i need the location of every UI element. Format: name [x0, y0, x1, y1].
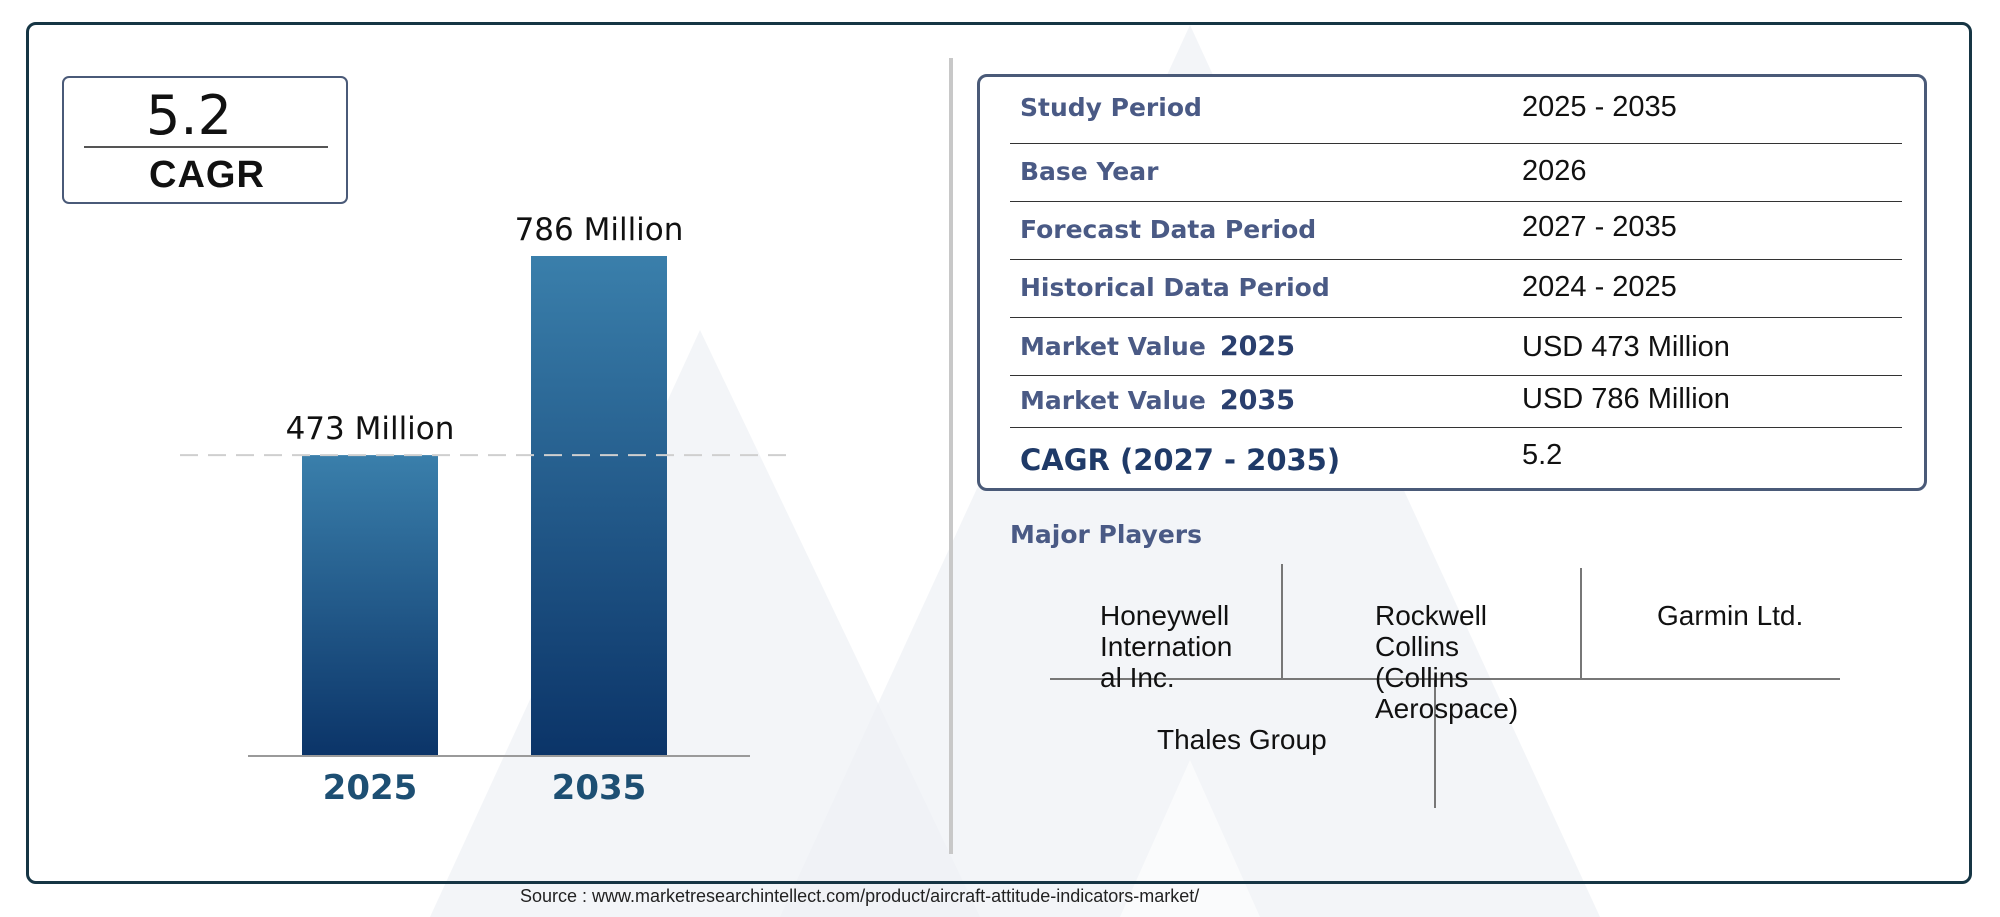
info-label: CAGR (2027 - 2035) [1020, 443, 1341, 477]
tick-label-2025: 2025 [323, 768, 418, 808]
players-divider [1281, 564, 1283, 678]
data-label-2025: 473 Million [286, 411, 455, 447]
player-garmin: Garmin Ltd. [1657, 600, 1804, 631]
players-divider [1050, 678, 1840, 680]
cagr-label: CAGR [149, 154, 265, 196]
info-row-study-period: Study Period 2025 - 2035 [1010, 77, 1902, 144]
info-value: 2027 - 2035 [1522, 211, 1677, 243]
info-value: 5.2 [1522, 439, 1563, 471]
info-label-year: 2025 [1219, 331, 1295, 362]
info-value: USD 473 Million [1522, 331, 1730, 363]
info-label-text: Market Value [1020, 332, 1206, 361]
source-citation: Source : www.marketresearchintellect.com… [520, 886, 1200, 906]
major-players-title: Major Players [1010, 520, 1202, 549]
bar-2025 [302, 455, 438, 756]
data-label-2035: 786 Million [515, 212, 684, 248]
info-row-forecast-period: Forecast Data Period 2027 - 2035 [1010, 201, 1902, 260]
info-value: 2024 - 2025 [1522, 271, 1677, 303]
info-row-cagr: CAGR (2027 - 2035) 5.2 [1010, 427, 1902, 487]
info-label: Forecast Data Period [1020, 215, 1317, 244]
info-label-text: Market Value [1020, 386, 1206, 415]
info-label: Study Period [1020, 93, 1202, 122]
info-label: Base Year [1020, 157, 1159, 186]
info-label-year: 2035 [1219, 385, 1295, 416]
info-row-market-value-2025: Market Value 2025 USD 473 Million [1010, 317, 1902, 376]
info-label: Market Value 2035 [1020, 385, 1295, 416]
info-row-historical-period: Historical Data Period 2024 - 2025 [1010, 259, 1902, 318]
outer-frame [26, 22, 1972, 884]
player-rockwell-collins: Rockwell Collins (Collins Aerospace) [1375, 600, 1519, 724]
info-value: 2025 - 2035 [1522, 91, 1677, 123]
player-thales: Thales Group [1157, 724, 1327, 755]
cagr-summary-box: 5.2 CAGR [62, 76, 348, 204]
cagr-divider [84, 146, 328, 148]
market-bar-chart: 473 Million 2025 786 Million 2035 [180, 212, 790, 808]
vertical-divider [949, 58, 953, 854]
info-row-market-value-2035: Market Value 2035 USD 786 Million [1010, 375, 1902, 428]
players-divider [1580, 568, 1582, 678]
info-label: Historical Data Period [1020, 273, 1330, 302]
players-divider [1434, 678, 1436, 808]
tick-label-2035: 2035 [552, 768, 647, 808]
cagr-value: 5.2 [146, 84, 232, 147]
market-info-table: Study Period 2025 - 2035 Base Year 2026 … [977, 74, 1927, 491]
bar-2035 [531, 256, 667, 756]
info-label: Market Value 2025 [1020, 331, 1295, 362]
player-honeywell: Honeywell Internation al Inc. [1100, 600, 1233, 693]
info-row-base-year: Base Year 2026 [1010, 143, 1902, 202]
info-value: USD 786 Million [1522, 383, 1730, 415]
info-value: 2026 [1522, 155, 1587, 187]
